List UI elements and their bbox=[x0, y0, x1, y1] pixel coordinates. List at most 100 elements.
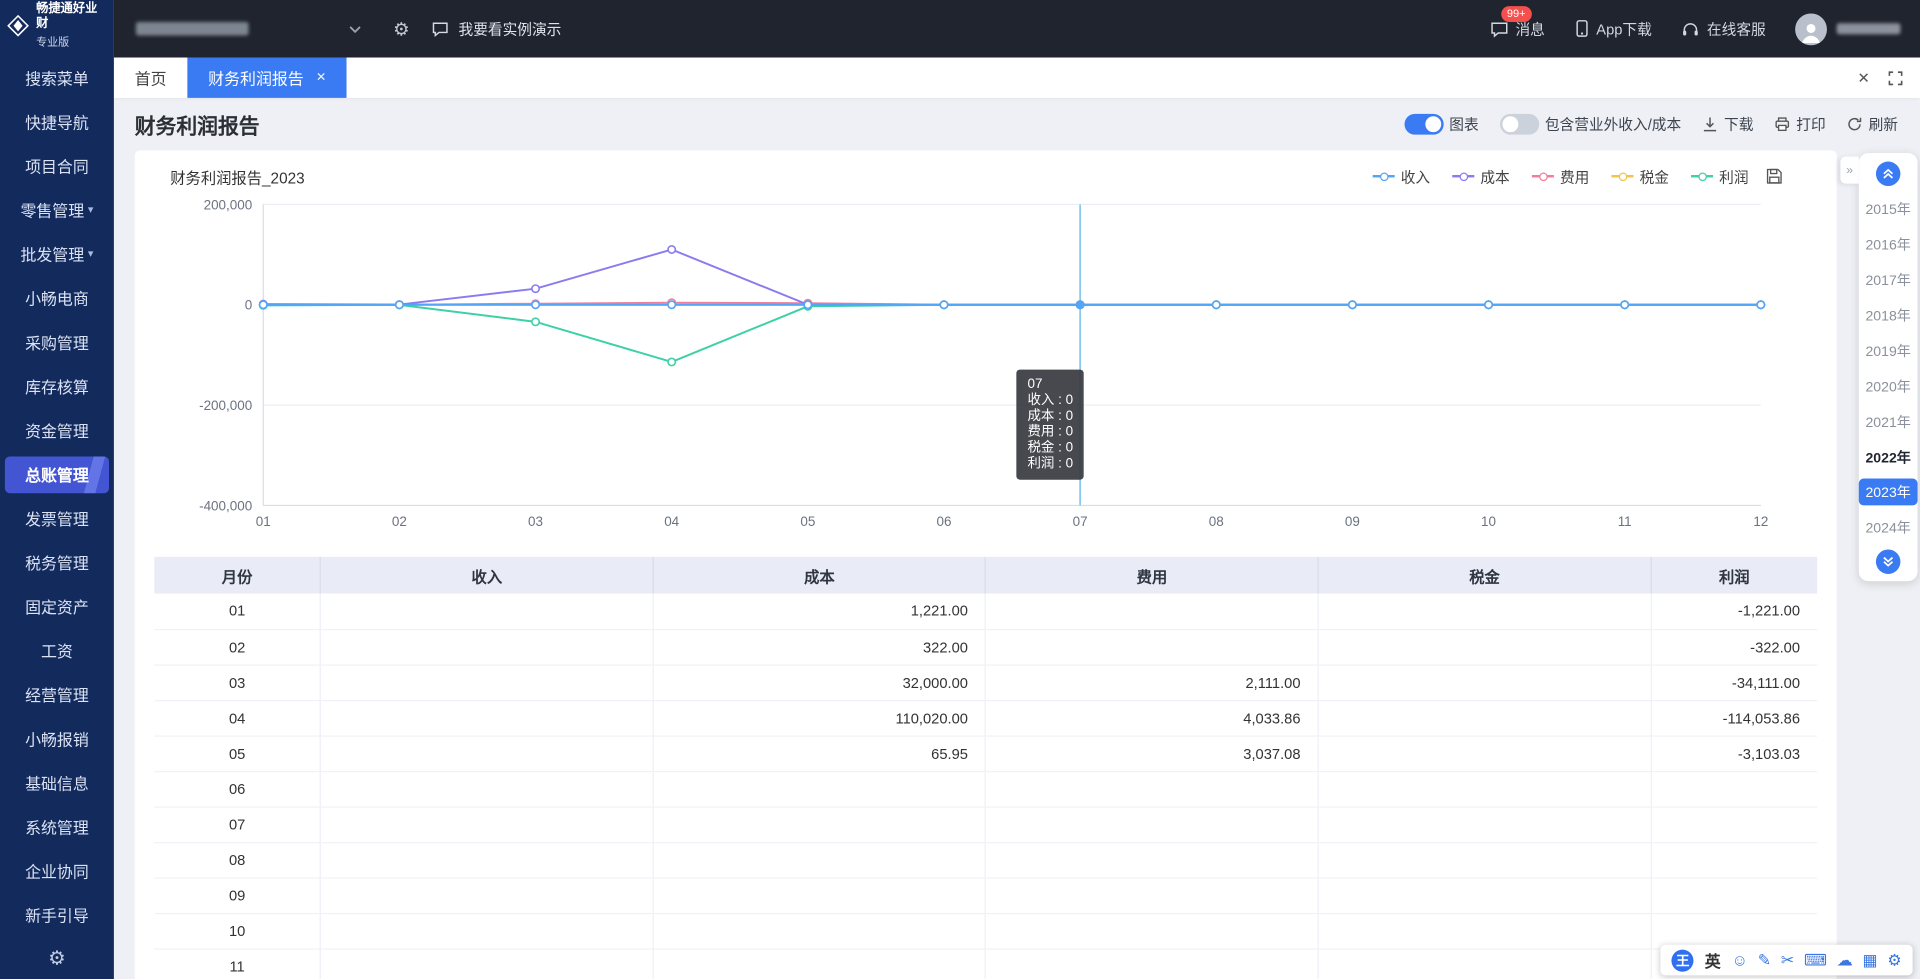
legend-item-profit[interactable]: 利润 bbox=[1691, 166, 1749, 187]
year-item-2019[interactable]: 2019年 bbox=[1865, 344, 1911, 360]
include-nonoperating-toggle[interactable]: 包含营业外收入/成本 bbox=[1499, 113, 1681, 135]
year-item-2024[interactable]: 2024年 bbox=[1865, 520, 1911, 536]
print-button[interactable]: 打印 bbox=[1774, 114, 1826, 135]
tab-close-icon[interactable]: ✕ bbox=[315, 70, 327, 85]
table-cell: 4,033.86 bbox=[985, 700, 1319, 737]
sidebar-item-beginner-guide[interactable]: 新手引导 bbox=[0, 893, 114, 937]
chart-toggle[interactable]: 图表 bbox=[1404, 113, 1479, 135]
series-point-income bbox=[939, 300, 949, 310]
legend-item-tax[interactable]: 税金 bbox=[1611, 166, 1669, 187]
year-item-2018[interactable]: 2018年 bbox=[1865, 309, 1911, 324]
download-button[interactable]: 下载 bbox=[1702, 114, 1753, 135]
sidebar-item-label: 经营管理 bbox=[25, 686, 89, 706]
series-point-income bbox=[1756, 300, 1766, 310]
sidebar-item-tax-mgmt[interactable]: 税务管理 bbox=[0, 540, 114, 584]
table-cell bbox=[653, 877, 987, 914]
sidebar-item-base-info[interactable]: 基础信息 bbox=[0, 761, 114, 805]
sidebar-settings-button[interactable]: ⚙ bbox=[0, 937, 114, 979]
year-item-2020[interactable]: 2020年 bbox=[1865, 379, 1911, 395]
year-item-2015[interactable]: 2015年 bbox=[1865, 202, 1911, 218]
sidebar-item-label: 库存核算 bbox=[25, 378, 89, 397]
sidebar-item-funds-mgmt[interactable]: 资金管理 bbox=[0, 408, 114, 452]
x-tick-label: 03 bbox=[528, 514, 543, 529]
page-header: 财务利润报告 图表 包含营业外收入/成本 bbox=[114, 109, 1920, 151]
table-cell bbox=[985, 877, 1319, 914]
save-chart-button[interactable] bbox=[1766, 168, 1783, 185]
year-item-2017[interactable]: 2017年 bbox=[1865, 273, 1911, 289]
sidebar-item-business-mgmt[interactable]: 经营管理 bbox=[0, 673, 114, 717]
table-cell: 65.95 bbox=[653, 735, 987, 772]
sidebar-item-quick-nav[interactable]: 快捷导航 bbox=[0, 100, 114, 144]
sidebar-item-enterprise-collab[interactable]: 企业协同 bbox=[0, 849, 114, 893]
messages-button[interactable]: 99+ 消息 bbox=[1490, 6, 1545, 39]
online-support-button[interactable]: 在线客服 bbox=[1681, 18, 1766, 39]
sidebar-item-label: 小畅电商 bbox=[25, 290, 89, 309]
year-scroll-down-button[interactable] bbox=[1875, 549, 1901, 574]
user-menu[interactable] bbox=[1795, 12, 1901, 45]
sidebar-item-invoice-mgmt[interactable]: 发票管理 bbox=[0, 496, 114, 540]
ime-lang-indicator[interactable]: 英 bbox=[1704, 952, 1721, 971]
column-header: 利润 bbox=[1650, 556, 1818, 594]
sidebar-item-general-ledger[interactable]: 总账管理 bbox=[0, 452, 114, 496]
chart-area[interactable]: 200,000 0 -200,000 -400,000 01 02 03 04 05 06 07 08… bbox=[154, 195, 1817, 533]
table-row: 09 bbox=[154, 877, 1818, 914]
collapse-panel-handle[interactable]: » bbox=[1840, 156, 1859, 184]
active-point bbox=[1075, 300, 1085, 310]
toggle-on-switch[interactable] bbox=[1404, 113, 1444, 135]
cloud-icon[interactable]: ☁ bbox=[1836, 950, 1853, 969]
refresh-button[interactable]: 刷新 bbox=[1847, 114, 1898, 135]
sidebar-item-inventory-accounting[interactable]: 库存核算 bbox=[0, 364, 114, 408]
fullscreen-icon[interactable] bbox=[1888, 70, 1903, 85]
year-scroll-up-button[interactable] bbox=[1875, 161, 1901, 187]
legend-item-expense[interactable]: 费用 bbox=[1531, 166, 1590, 187]
sidebar-item-label: 企业协同 bbox=[25, 862, 89, 882]
sidebar-item-ecommerce[interactable]: 小畅电商 bbox=[0, 276, 114, 320]
emoji-icon[interactable]: ☺ bbox=[1731, 950, 1748, 969]
tab-profit-report[interactable]: 财务利润报告 ✕ bbox=[187, 57, 348, 98]
sidebar-item-label: 批发管理 bbox=[20, 246, 85, 265]
sidebar-item-system-mgmt[interactable]: 系统管理 bbox=[0, 805, 114, 849]
table-cell: 110,020.00 bbox=[653, 700, 987, 737]
tab-home[interactable]: 首页 bbox=[114, 58, 187, 98]
legend-label: 费用 bbox=[1559, 168, 1590, 186]
table-row: 08 bbox=[154, 841, 1818, 879]
chart-legend: 收入 成本 费用 税金 利润 bbox=[1372, 166, 1749, 187]
year-item-2022[interactable]: 2022年 bbox=[1865, 450, 1911, 466]
sidebar-item-label: 税务管理 bbox=[25, 554, 89, 573]
keyboard-icon[interactable]: ⌨ bbox=[1804, 950, 1828, 969]
print-label: 打印 bbox=[1796, 116, 1826, 134]
x-tick-label: 10 bbox=[1481, 514, 1496, 529]
x-tick-label: 07 bbox=[1073, 514, 1088, 529]
sidebar-item-search-menu[interactable]: 搜索菜单 bbox=[0, 56, 114, 100]
demo-button[interactable]: 我要看实例演示 bbox=[432, 18, 561, 39]
sidebar-item-wholesale-mgmt[interactable]: 批发管理 ▾ bbox=[0, 232, 114, 276]
sidebar-item-retail-mgmt[interactable]: 零售管理 ▾ bbox=[0, 188, 114, 232]
ime-toolbar[interactable]: 王 英 ☺ ✎ ✂ ⌨ ☁ ▦ ⚙ bbox=[1660, 944, 1913, 976]
sidebar-item-payroll[interactable]: 工资 bbox=[0, 629, 114, 673]
table-row: 06 bbox=[154, 770, 1818, 808]
settings-gear-icon[interactable]: ⚙ bbox=[393, 18, 410, 40]
pen-icon[interactable]: ✎ bbox=[1757, 950, 1772, 969]
gear-icon[interactable]: ⚙ bbox=[1887, 950, 1902, 969]
company-select-dropdown[interactable] bbox=[126, 17, 371, 40]
app-download-button[interactable]: App下载 bbox=[1574, 18, 1652, 39]
ime-logo[interactable]: 王 bbox=[1671, 949, 1694, 972]
table-cell: 06 bbox=[154, 770, 322, 808]
sidebar-item-project-contract[interactable]: 项目合同 bbox=[0, 144, 114, 188]
year-item-2021[interactable]: 2021年 bbox=[1865, 415, 1911, 431]
year-item-2016[interactable]: 2016年 bbox=[1865, 238, 1911, 253]
legend-item-income[interactable]: 收入 bbox=[1372, 166, 1430, 187]
legend-item-cost[interactable]: 成本 bbox=[1452, 166, 1510, 187]
ime-icon-group: ☺ ✎ ✂ ⌨ ☁ ▦ ⚙ bbox=[1732, 950, 1902, 970]
close-icon[interactable]: ✕ bbox=[1857, 69, 1870, 87]
scissors-icon[interactable]: ✂ bbox=[1780, 950, 1795, 969]
toggle-off-switch[interactable] bbox=[1499, 113, 1539, 135]
table-cell: 09 bbox=[154, 877, 322, 914]
year-item-2023[interactable]: 2023年 bbox=[1859, 478, 1918, 506]
table-cell bbox=[653, 806, 987, 843]
sidebar-item-expense-claim[interactable]: 小畅报销 bbox=[0, 717, 114, 761]
skin-grid-icon[interactable]: ▦ bbox=[1862, 950, 1878, 969]
sidebar-item-purchase-mgmt[interactable]: 采购管理 bbox=[0, 320, 114, 364]
table-cell bbox=[985, 948, 1319, 979]
sidebar-item-fixed-assets[interactable]: 固定资产 bbox=[0, 585, 114, 629]
